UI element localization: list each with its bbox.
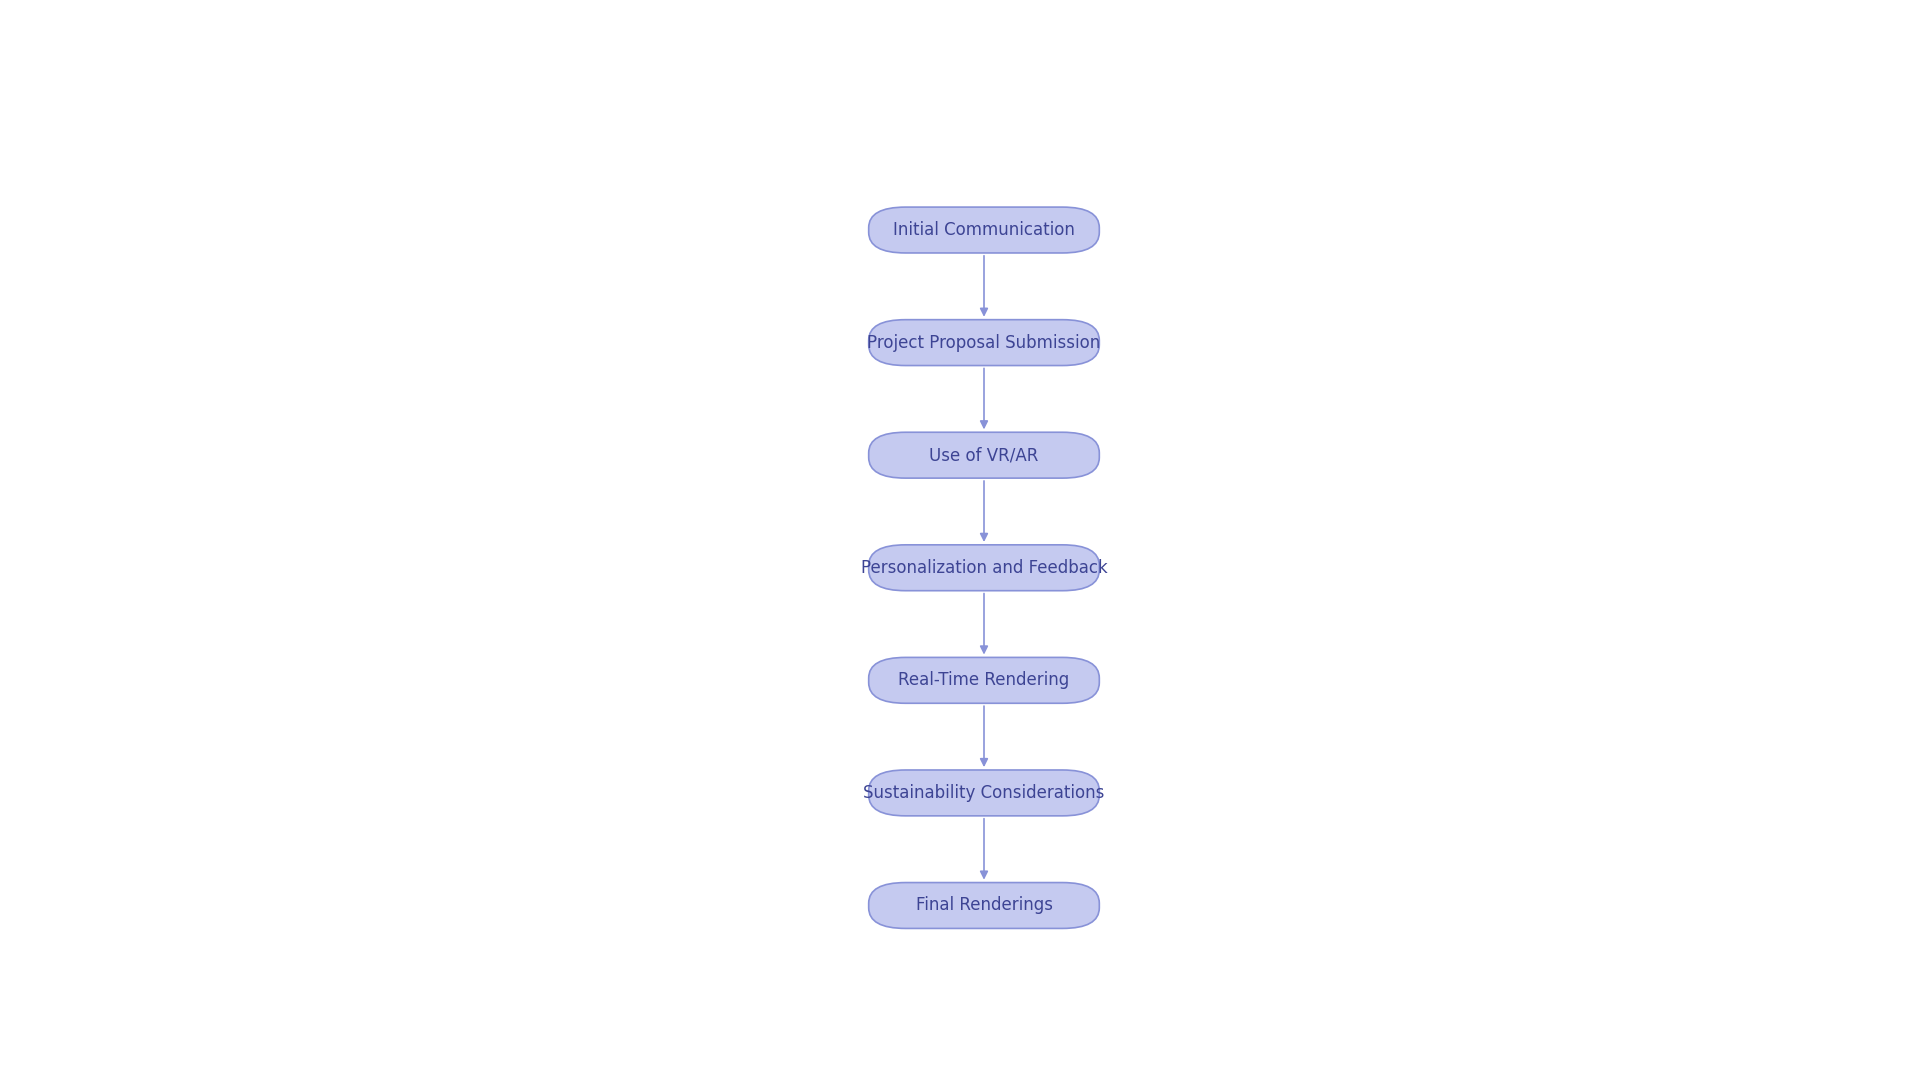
Text: Project Proposal Submission: Project Proposal Submission [868,334,1100,352]
FancyBboxPatch shape [868,207,1100,253]
FancyBboxPatch shape [868,770,1100,815]
FancyBboxPatch shape [868,883,1100,928]
Text: Final Renderings: Final Renderings [916,897,1052,914]
FancyBboxPatch shape [868,657,1100,703]
Text: Initial Communication: Initial Communication [893,221,1075,239]
Text: Use of VR/AR: Use of VR/AR [929,446,1039,465]
Text: Sustainability Considerations: Sustainability Considerations [864,784,1104,801]
FancyBboxPatch shape [868,319,1100,366]
Text: Personalization and Feedback: Personalization and Feedback [860,559,1108,577]
FancyBboxPatch shape [868,432,1100,478]
FancyBboxPatch shape [868,545,1100,590]
Text: Real-Time Rendering: Real-Time Rendering [899,671,1069,690]
